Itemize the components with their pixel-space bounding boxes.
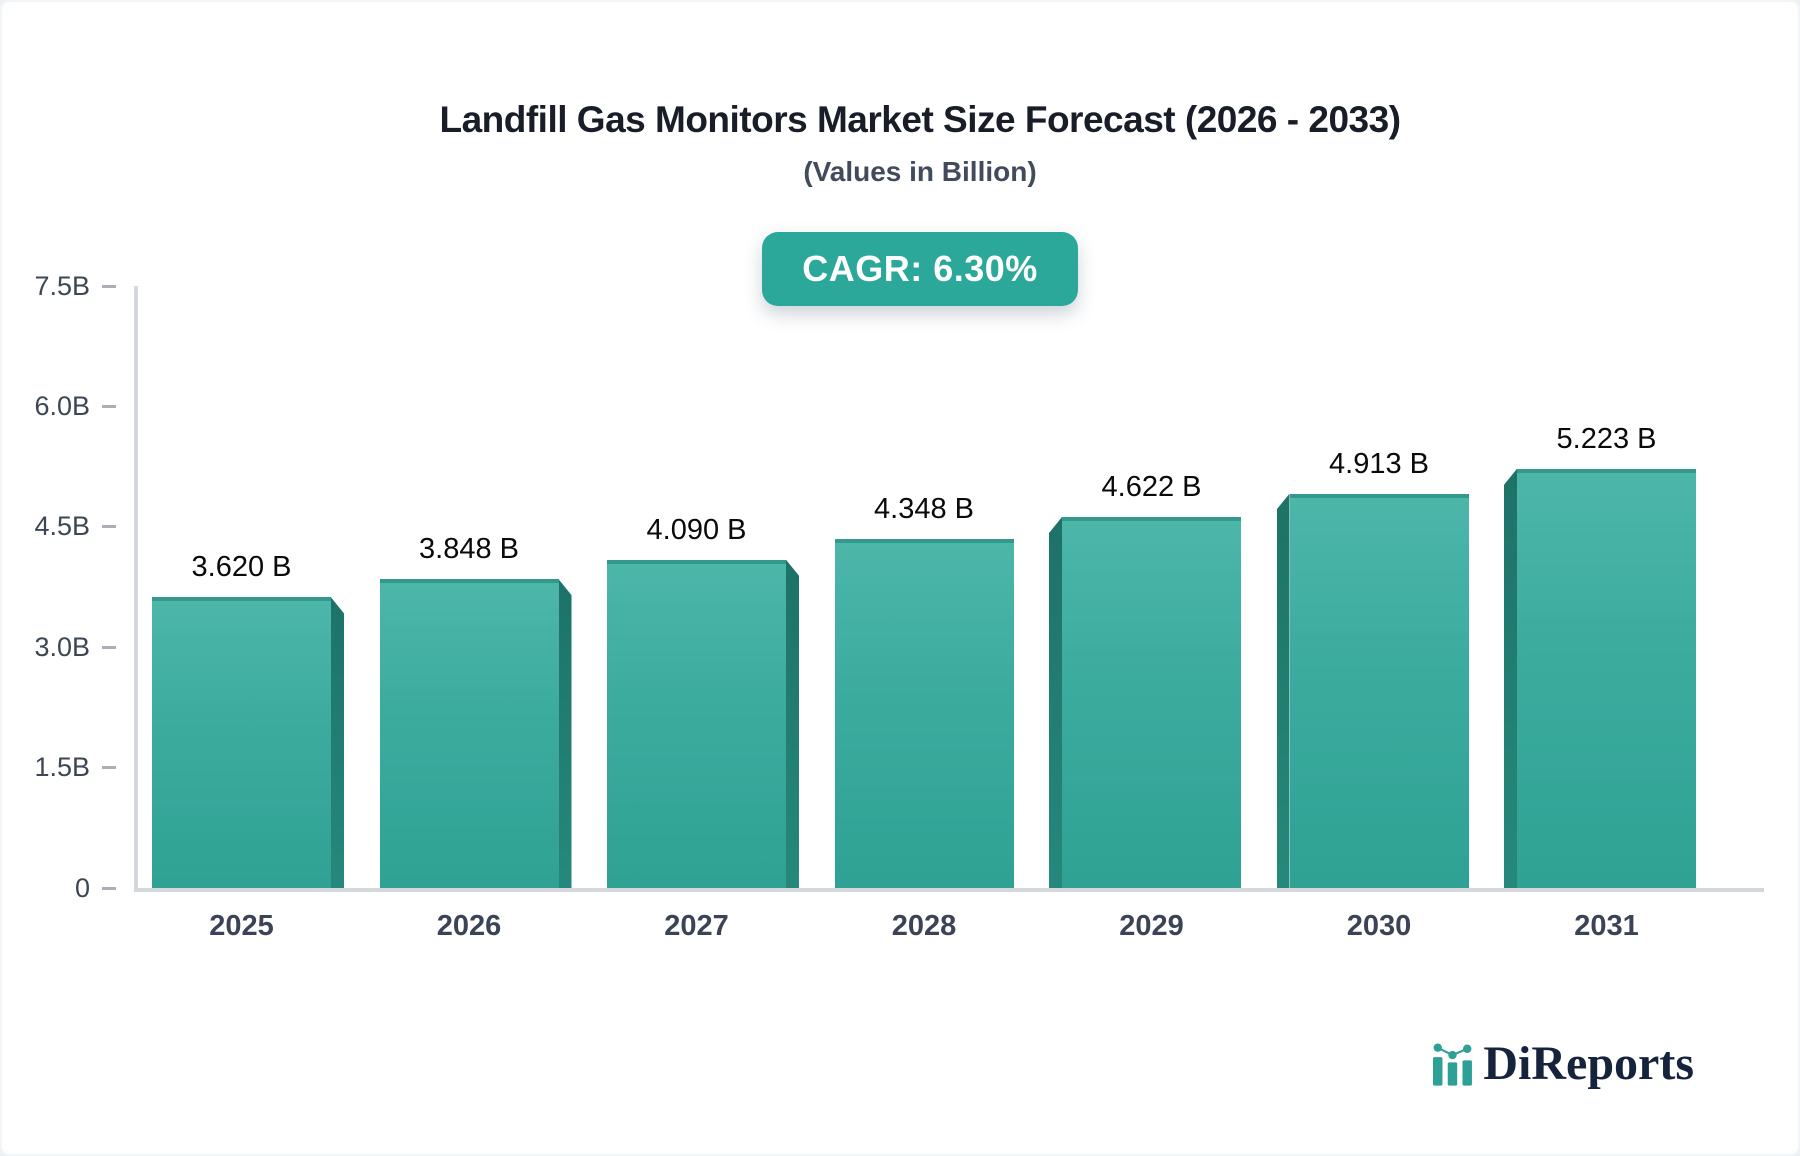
y-axis-tick <box>102 525 116 529</box>
bar-2026 <box>379 579 559 888</box>
bar-2030 <box>1289 493 1469 888</box>
y-axis-tick-label: 4.5B <box>34 511 90 542</box>
bar-value-label: 4.348 B <box>874 493 974 525</box>
y-axis-tick <box>102 284 116 288</box>
bar-side-2030 <box>1276 493 1290 888</box>
y-axis-tick <box>102 404 116 408</box>
brand-logo: DiReports <box>1433 1038 1694 1090</box>
bar-value-label: 4.090 B <box>646 513 747 546</box>
y-axis-line <box>134 286 138 892</box>
bar-value-label: 3.848 B <box>419 533 519 566</box>
x-axis-label-2028: 2028 <box>891 910 957 942</box>
bar-2025 <box>152 597 331 888</box>
y-axis-tick <box>102 886 116 890</box>
x-axis-label-2030: 2030 <box>1346 910 1412 942</box>
bar-side-2031 <box>1504 468 1517 888</box>
bar-value-label: 4.913 B <box>1329 447 1429 480</box>
bar-side-2029 <box>1049 517 1062 888</box>
y-axis-tick-label: 7.5B <box>34 270 90 301</box>
bar-value-label: 3.620 B <box>191 551 292 584</box>
bar-side-2025 <box>331 597 344 888</box>
x-axis-label-2026: 2026 <box>436 910 502 942</box>
bar-value-label: 4.622 B <box>1101 471 1202 503</box>
cagr-badge: CAGR: 6.30% <box>762 232 1078 306</box>
x-axis-label-2025: 2025 <box>209 910 274 942</box>
bar-side-2027 <box>786 559 799 888</box>
x-axis-label-2031: 2031 <box>1574 910 1639 942</box>
chart-subtitle: (Values in Billion) <box>803 156 1037 187</box>
y-axis-tick <box>102 645 116 649</box>
chart-header: Landfill Gas Monitors Market Size Foreca… <box>42 2 1798 306</box>
bar-2029 <box>1062 517 1241 888</box>
brand-logo-text: DiReports <box>1483 1037 1694 1090</box>
bar-2031 <box>1517 468 1696 888</box>
mini-bar-chart-trend-icon <box>1433 1043 1473 1086</box>
y-axis-tick-label: 0 <box>74 872 90 903</box>
bar-value-label: 5.223 B <box>1556 422 1657 455</box>
y-axis-tick-label: 3.0B <box>34 631 90 662</box>
y-axis-tick-label: 6.0B <box>34 390 90 421</box>
x-axis-label-2027: 2027 <box>664 910 729 942</box>
bar-2027 <box>607 559 786 888</box>
y-axis-tick <box>102 766 116 770</box>
bar-2028 <box>834 539 1014 888</box>
x-axis-label-2029: 2029 <box>1119 910 1184 942</box>
bar-side-2026 <box>558 579 572 888</box>
x-axis-line <box>134 888 1764 892</box>
chart-title: Landfill Gas Monitors Market Size Foreca… <box>439 99 1401 140</box>
y-axis-tick-label: 1.5B <box>34 752 90 783</box>
